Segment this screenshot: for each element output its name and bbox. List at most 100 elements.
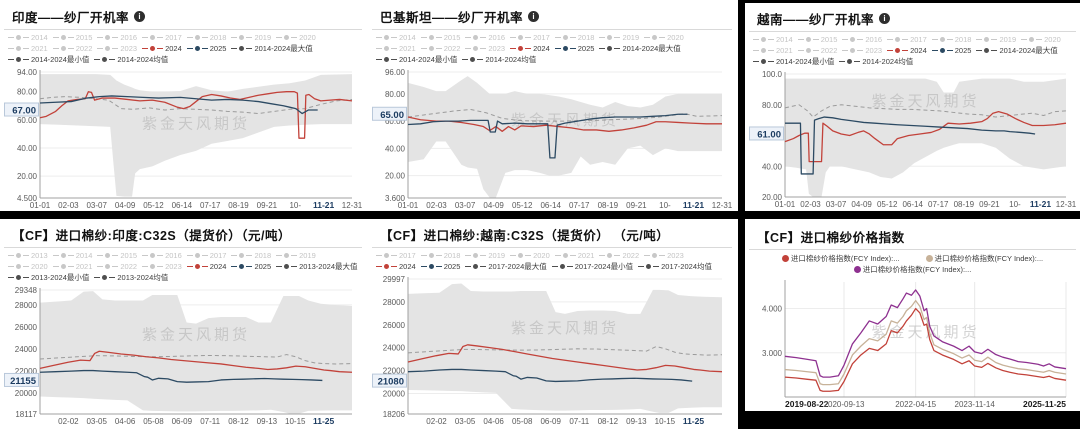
- legend-item-label: 2021: [31, 44, 48, 53]
- legend-item[interactable]: 2019: [231, 32, 271, 43]
- chart-area-price-index[interactable]: 紫金天风期货 4.000 3.000 2019-08-22 2020-09-13 2022…: [749, 276, 1076, 410]
- legend-item[interactable]: 2013-2024最小值: [8, 272, 89, 283]
- legend-item[interactable]: 2025: [931, 45, 971, 56]
- legend-item[interactable]: 2023: [97, 43, 137, 54]
- legend-item[interactable]: 2025: [231, 261, 271, 272]
- legend-line-icon: [8, 255, 14, 256]
- legend-item[interactable]: 2024: [186, 261, 226, 272]
- legend-item[interactable]: 2022: [52, 43, 92, 54]
- legend-item[interactable]: 2021: [554, 250, 594, 261]
- legend-item[interactable]: 2014-2024最小值: [376, 54, 457, 65]
- legend-item[interactable]: 2023: [842, 45, 882, 56]
- legend-item[interactable]: 2018: [231, 250, 271, 261]
- legend-item[interactable]: 2022: [797, 45, 837, 56]
- legend-item[interactable]: 2025: [554, 43, 594, 54]
- legend-item[interactable]: 2014: [753, 34, 793, 45]
- legend-item[interactable]: 2017: [186, 250, 226, 261]
- legend-dot-icon: [939, 48, 945, 53]
- info-icon[interactable]: i: [134, 11, 146, 22]
- chart-area-pakistan-rate[interactable]: 紫金天风期货 96.00 80.00 60.00 40.00 20.00 3.600 65.0…: [372, 66, 732, 211]
- legend-item[interactable]: 2019: [276, 250, 316, 261]
- legend-item[interactable]: 2021: [8, 43, 48, 54]
- legend-item[interactable]: 2015: [97, 250, 137, 261]
- legend-item[interactable]: 2020: [644, 32, 684, 43]
- chart-area-vietnam-rate[interactable]: 紫金天风期货100.080.0060.0040.0020.0061.0001-0…: [749, 68, 1076, 210]
- legend-item[interactable]: 进口棉纱价格指数(FCY Index):...: [781, 253, 900, 264]
- legend-line-icon: [97, 255, 104, 256]
- legend-item[interactable]: 2016: [465, 32, 505, 43]
- legend-item[interactable]: 2016: [842, 34, 882, 45]
- legend-item[interactable]: 2016: [142, 250, 182, 261]
- legend-item[interactable]: 2020: [1021, 34, 1061, 45]
- legend-item[interactable]: 2014: [52, 250, 92, 261]
- legend-item[interactable]: 2019: [976, 34, 1016, 45]
- legend-item[interactable]: 2024: [142, 43, 182, 54]
- legend-item[interactable]: 2020: [510, 250, 550, 261]
- legend-item[interactable]: 2015: [420, 32, 460, 43]
- legend-item[interactable]: 2020: [8, 261, 48, 272]
- legend-item[interactable]: 2024: [887, 45, 927, 56]
- svg-text:07-11: 07-11: [569, 417, 589, 426]
- legend-item[interactable]: 进口棉纱价格指数(FCY Index):...: [925, 253, 1043, 264]
- legend-item[interactable]: 2018: [420, 250, 460, 261]
- legend-item[interactable]: 2024: [510, 43, 550, 54]
- legend-item[interactable]: 2015: [52, 32, 92, 43]
- legend-item[interactable]: 2016: [97, 32, 137, 43]
- legend-item[interactable]: 2014-2024最大值: [599, 43, 681, 54]
- legend-item[interactable]: 2013-2024最大值: [276, 261, 358, 272]
- legend-item-label: 2013-2024均值: [117, 273, 169, 282]
- legend-item[interactable]: 2018: [931, 34, 971, 45]
- legend-line-icon: [638, 266, 645, 267]
- legend-item[interactable]: 2023: [465, 43, 505, 54]
- legend-item[interactable]: 2019: [465, 250, 505, 261]
- chart-area-india-rate[interactable]: 紫金天风期货 94.00 80.00 60.00 40.00 20.00 4.500 67.0…: [4, 66, 362, 211]
- legend-item[interactable]: 2013: [8, 250, 48, 261]
- legend-item[interactable]: 2014-2024均值: [839, 56, 913, 67]
- legend-item[interactable]: 2022: [599, 250, 639, 261]
- legend-item[interactable]: 2014-2024最大值: [976, 45, 1058, 56]
- legend-item[interactable]: 2017-2024均值: [638, 261, 712, 272]
- legend-item[interactable]: 2020: [276, 32, 316, 43]
- legend-item[interactable]: 2013-2024均值: [94, 272, 168, 283]
- legend-item[interactable]: 2017: [376, 250, 416, 261]
- legend-item[interactable]: 2014-2024均值: [462, 54, 536, 65]
- legend-dot-icon: [16, 264, 21, 269]
- legend-item[interactable]: 2021: [52, 261, 92, 272]
- legend-item[interactable]: 2023: [142, 261, 182, 272]
- legend-item[interactable]: 2019: [599, 32, 639, 43]
- legend-item[interactable]: 2025: [186, 43, 226, 54]
- legend-item[interactable]: 2014-2024最大值: [231, 43, 313, 54]
- svg-text:29997: 29997: [383, 275, 406, 284]
- legend-line-icon: [391, 266, 397, 267]
- svg-text:02-02: 02-02: [58, 417, 79, 426]
- legend-item[interactable]: 2017: [510, 32, 550, 43]
- legend-item[interactable]: 2017-2024最小值: [551, 261, 633, 272]
- legend-item[interactable]: 2024: [376, 261, 416, 272]
- chart-area-vietnam-price[interactable]: 紫金天风期货 29997 28000 26000 24000 22000 20000 1820…: [372, 273, 732, 427]
- legend-item[interactable]: 2017: [142, 32, 182, 43]
- svg-text:40.00: 40.00: [762, 162, 783, 171]
- legend-item[interactable]: 2014-2024最小值: [8, 54, 89, 65]
- legend-dot-icon: [428, 264, 434, 269]
- legend-item[interactable]: 2014-2024均值: [94, 54, 168, 65]
- legend-line-icon: [480, 48, 487, 49]
- info-icon[interactable]: i: [528, 11, 540, 22]
- legend-item[interactable]: 2015: [797, 34, 837, 45]
- legend-item[interactable]: 2021: [753, 45, 793, 56]
- legend-item[interactable]: 2023: [644, 250, 684, 261]
- legend-item[interactable]: 2021: [376, 43, 416, 54]
- legend-item[interactable]: 2014-2024最小值: [753, 56, 834, 67]
- legend-item[interactable]: 2022: [420, 43, 460, 54]
- legend-item[interactable]: 2017: [887, 34, 927, 45]
- legend-item[interactable]: 2014: [8, 32, 48, 43]
- legend-item[interactable]: 2014: [376, 32, 416, 43]
- info-icon[interactable]: i: [879, 13, 891, 24]
- legend-item[interactable]: 2017-2024最大值: [465, 261, 547, 272]
- legend-item[interactable]: 2025: [420, 261, 460, 272]
- chart-area-india-price[interactable]: 紫金天风期货 29348 28000 26000 24000 22000 20000 1811…: [4, 284, 362, 427]
- legend-line-icon: [554, 37, 561, 38]
- legend-item[interactable]: 进口棉纱价格指数(FCY Index):...: [853, 264, 971, 275]
- legend-item[interactable]: 2018: [554, 32, 594, 43]
- legend-item[interactable]: 2018: [186, 32, 226, 43]
- legend-item[interactable]: 2022: [97, 261, 137, 272]
